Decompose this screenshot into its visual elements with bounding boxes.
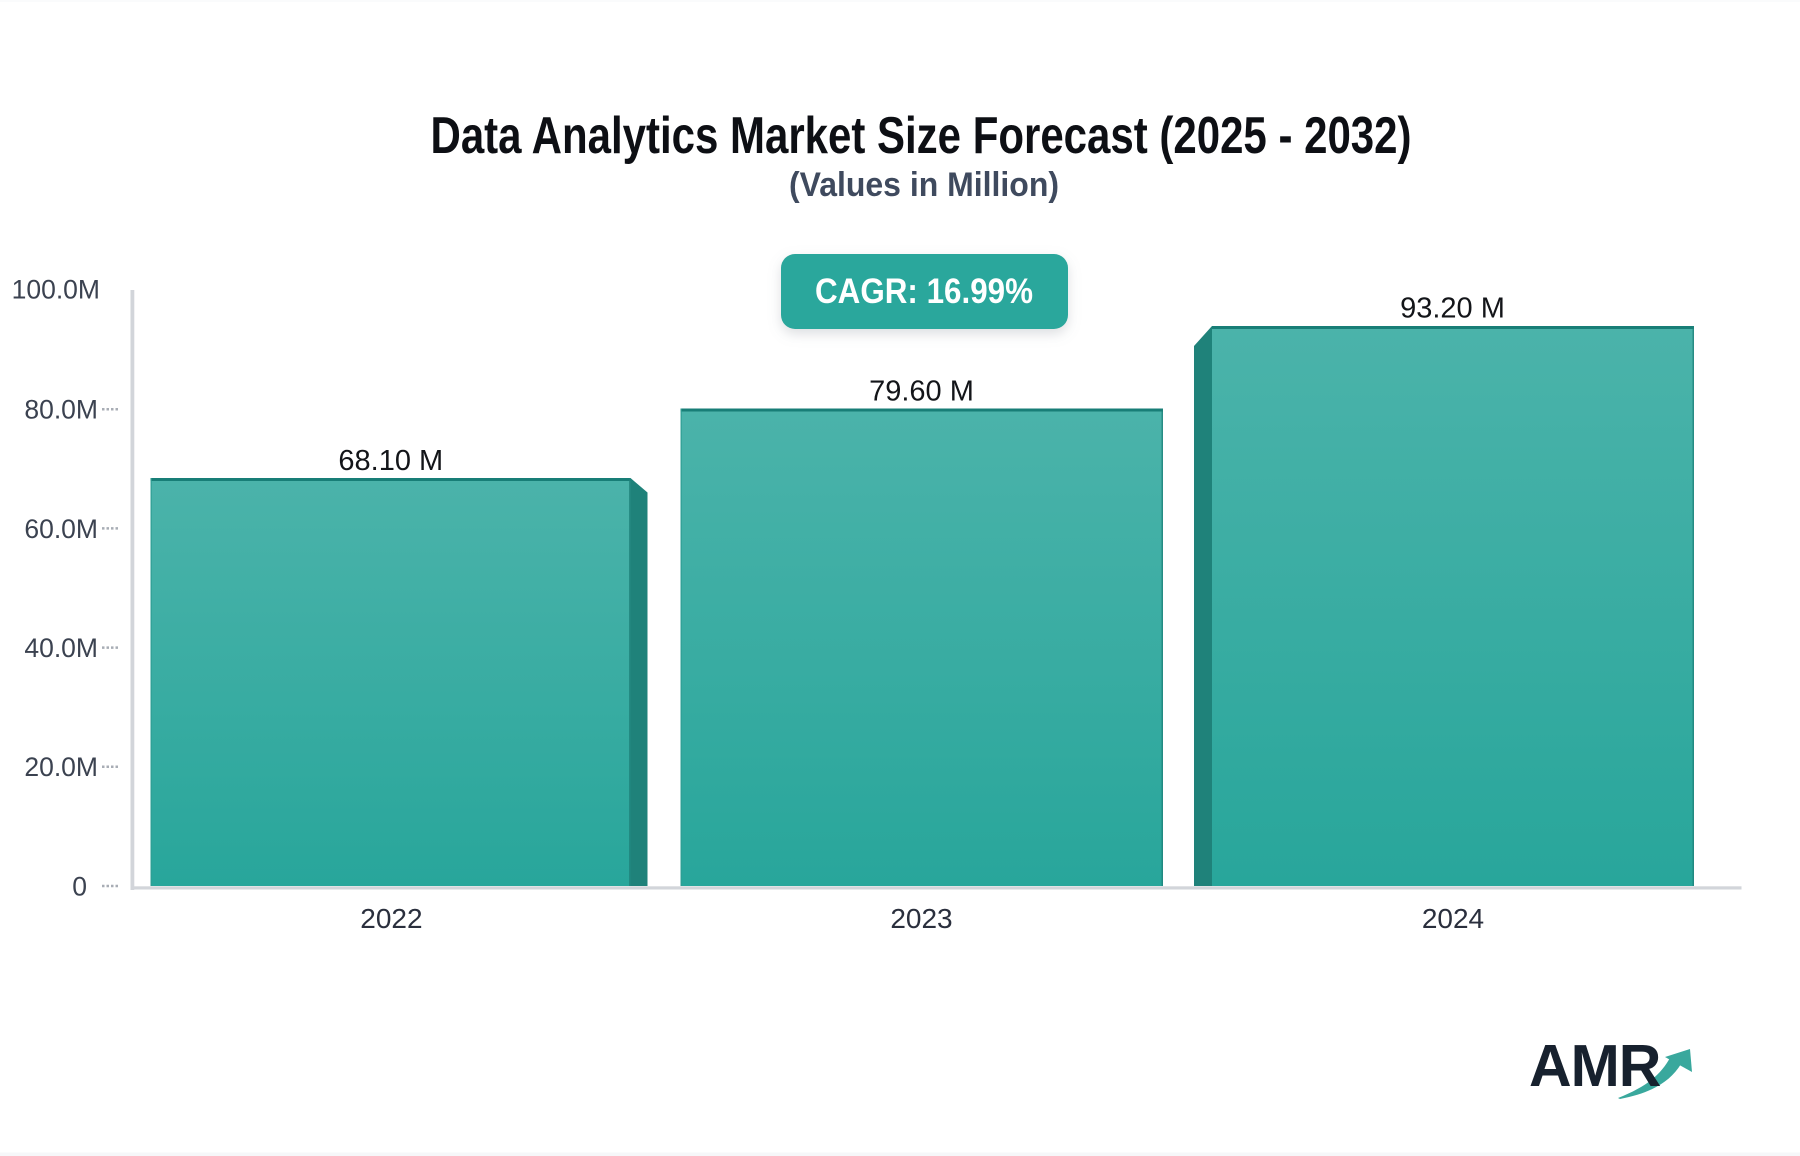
svg-text:40.0M: 40.0M bbox=[24, 633, 98, 663]
svg-text:79.60 M: 79.60 M bbox=[869, 375, 974, 407]
svg-text:2024: 2024 bbox=[1422, 903, 1484, 934]
svg-text:(Values in Million): (Values in Million) bbox=[789, 166, 1059, 204]
svg-text:2022: 2022 bbox=[360, 903, 422, 934]
svg-text:CAGR: 16.99%: CAGR: 16.99% bbox=[815, 272, 1033, 311]
svg-text:93.20 M: 93.20 M bbox=[1400, 292, 1505, 324]
svg-text:20.0M: 20.0M bbox=[24, 752, 98, 782]
svg-text:60.0M: 60.0M bbox=[24, 514, 98, 544]
svg-text:Data Analytics Market Size For: Data Analytics Market Size Forecast (202… bbox=[431, 107, 1412, 165]
svg-text:0: 0 bbox=[72, 871, 87, 901]
svg-text:80.0M: 80.0M bbox=[24, 395, 98, 425]
svg-text:2023: 2023 bbox=[890, 903, 952, 934]
svg-text:100.0M: 100.0M bbox=[12, 274, 100, 304]
svg-text:68.10 M: 68.10 M bbox=[338, 445, 443, 477]
svg-text:AMR: AMR bbox=[1529, 1033, 1661, 1099]
